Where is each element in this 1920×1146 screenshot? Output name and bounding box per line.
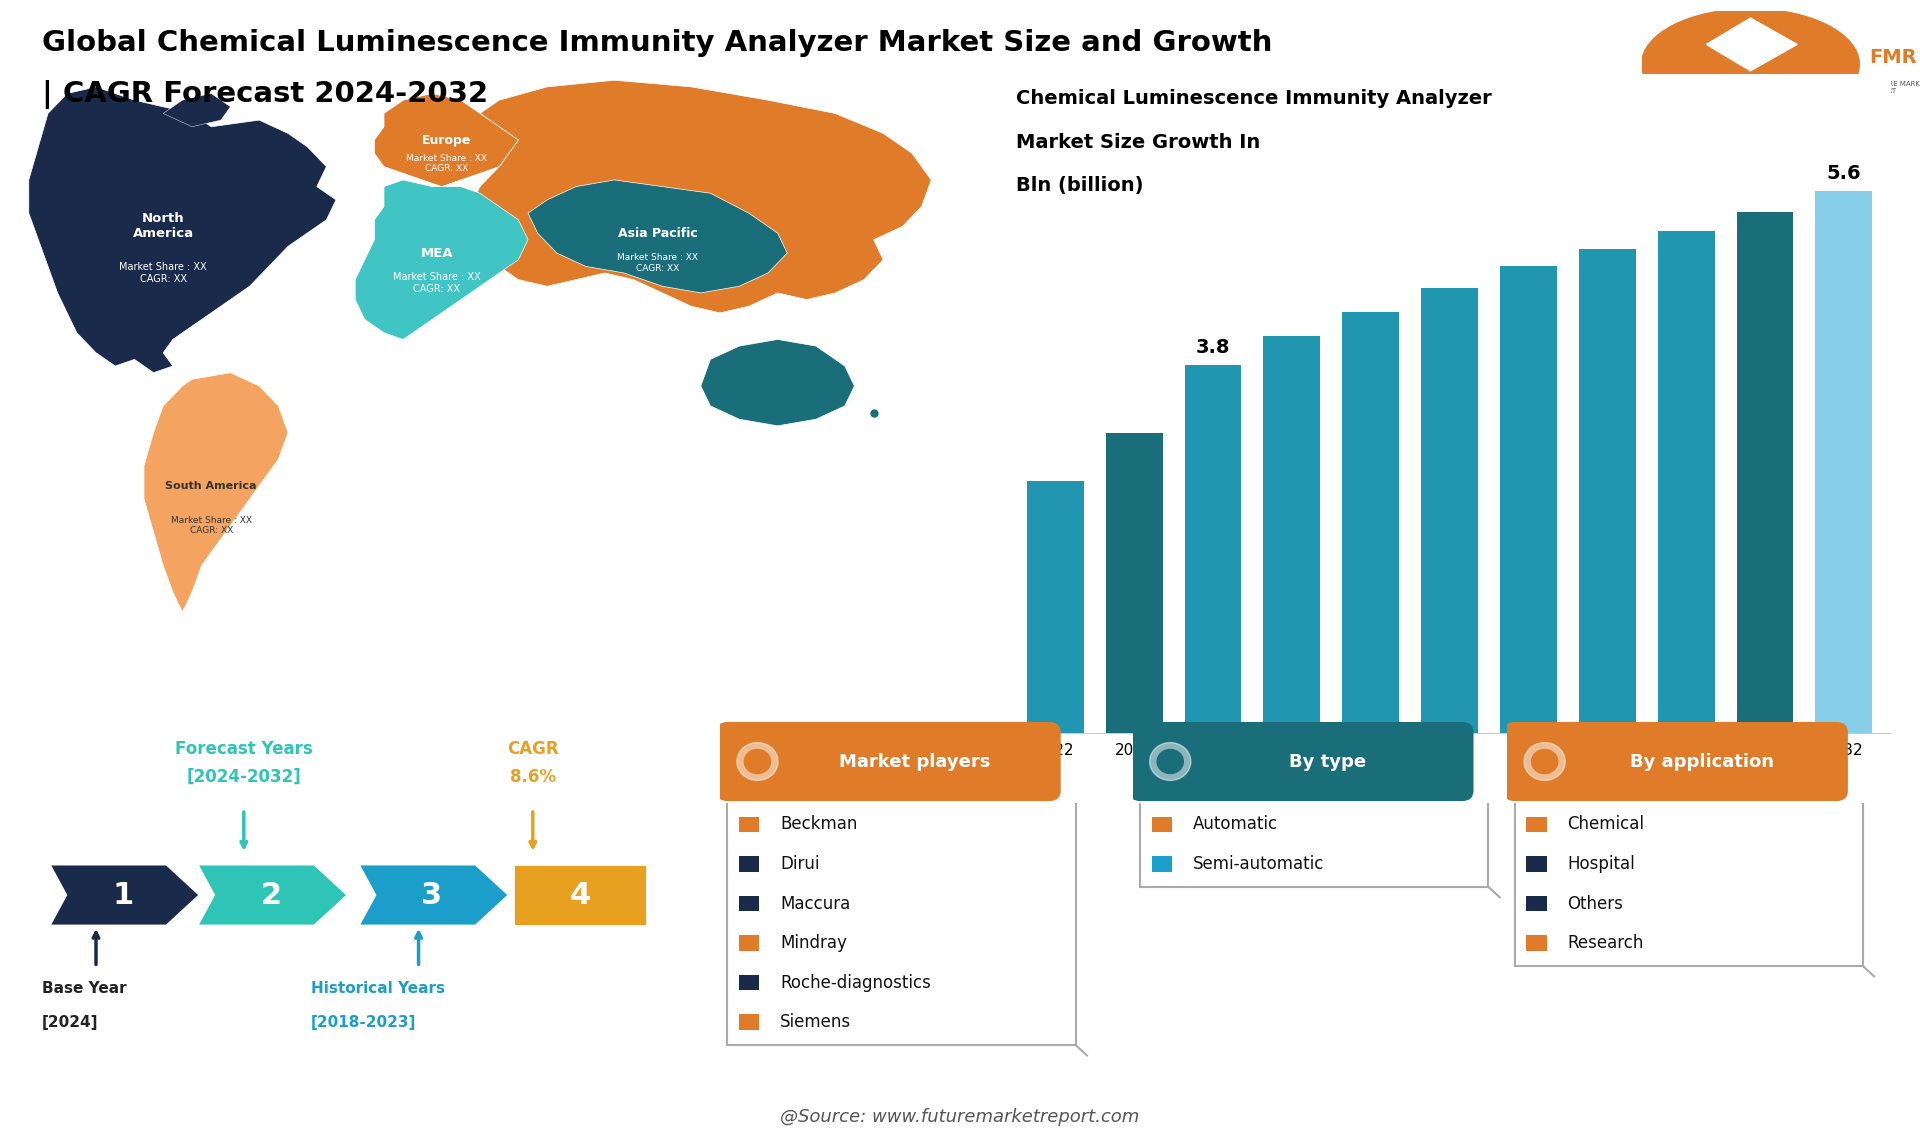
Polygon shape xyxy=(701,339,854,426)
Text: 8.6%: 8.6% xyxy=(511,768,555,786)
Text: Semi-automatic: Semi-automatic xyxy=(1192,855,1325,873)
Bar xyxy=(1526,896,1546,911)
Bar xyxy=(739,896,758,911)
Circle shape xyxy=(745,749,770,774)
Bar xyxy=(1185,366,1242,733)
Circle shape xyxy=(1150,743,1190,780)
Bar xyxy=(1657,231,1715,733)
Text: Bln (billion): Bln (billion) xyxy=(1016,176,1144,195)
Polygon shape xyxy=(29,87,336,372)
Polygon shape xyxy=(48,864,200,926)
Text: [2024-2032]: [2024-2032] xyxy=(186,768,301,786)
Bar xyxy=(1526,816,1546,832)
Bar xyxy=(1152,856,1171,871)
Text: Forecast Years: Forecast Years xyxy=(175,740,313,759)
Text: By type: By type xyxy=(1288,753,1365,770)
Text: Chemical: Chemical xyxy=(1567,816,1644,833)
Text: [2018-2023]: [2018-2023] xyxy=(311,1015,417,1030)
Text: Dirui: Dirui xyxy=(780,855,820,873)
Text: South America: South America xyxy=(165,480,257,490)
Bar xyxy=(1263,336,1321,733)
Text: Chemical Luminescence Immunity Analyzer: Chemical Luminescence Immunity Analyzer xyxy=(1016,89,1492,108)
Text: Automatic: Automatic xyxy=(1192,816,1279,833)
Text: Base Year: Base Year xyxy=(42,981,127,996)
Text: 1: 1 xyxy=(111,880,134,910)
Text: @Source: www.futuremarketreport.com: @Source: www.futuremarketreport.com xyxy=(780,1108,1140,1127)
Text: Global Chemical Luminescence Immunity Analyzer Market Size and Growth: Global Chemical Luminescence Immunity An… xyxy=(42,29,1273,56)
Text: [2024]: [2024] xyxy=(42,1015,98,1030)
Text: Market Share : XX
CAGR: XX: Market Share : XX CAGR: XX xyxy=(405,154,488,173)
Text: Market Share : XX
CAGR: XX: Market Share : XX CAGR: XX xyxy=(394,272,480,293)
Bar xyxy=(1027,481,1083,733)
Circle shape xyxy=(1158,749,1183,774)
Bar xyxy=(739,816,758,832)
Bar xyxy=(739,935,758,951)
Polygon shape xyxy=(355,180,528,339)
Text: Market players: Market players xyxy=(839,753,991,770)
Text: North
America: North America xyxy=(132,212,194,241)
Text: CAGR: CAGR xyxy=(507,740,559,759)
Text: Market Share : XX
CAGR: XX: Market Share : XX CAGR: XX xyxy=(119,262,207,284)
Polygon shape xyxy=(144,372,288,612)
Text: Market Share : XX
CAGR: XX: Market Share : XX CAGR: XX xyxy=(616,253,699,273)
Polygon shape xyxy=(528,180,787,293)
Text: FMR: FMR xyxy=(1728,79,1772,97)
Text: 5.6: 5.6 xyxy=(1826,164,1860,183)
Bar xyxy=(1816,190,1872,733)
Text: 4: 4 xyxy=(568,880,591,910)
Polygon shape xyxy=(1707,18,1797,71)
Text: Asia Pacific: Asia Pacific xyxy=(618,227,697,240)
Text: Siemens: Siemens xyxy=(780,1013,851,1031)
Bar xyxy=(1152,816,1171,832)
FancyBboxPatch shape xyxy=(716,722,1060,801)
Bar xyxy=(1342,312,1400,733)
Bar xyxy=(1526,856,1546,871)
Bar xyxy=(1738,212,1793,733)
Text: Mindray: Mindray xyxy=(780,934,847,952)
Text: | CAGR Forecast 2024-2032: | CAGR Forecast 2024-2032 xyxy=(42,80,488,109)
Polygon shape xyxy=(163,94,230,127)
Text: Others: Others xyxy=(1567,895,1622,912)
Text: Hospital: Hospital xyxy=(1567,855,1634,873)
Text: MEA: MEA xyxy=(420,246,453,259)
Text: Roche-diagnostics: Roche-diagnostics xyxy=(780,974,931,991)
Circle shape xyxy=(737,743,778,780)
Bar xyxy=(1421,288,1478,733)
Bar xyxy=(739,1014,758,1029)
Circle shape xyxy=(1642,9,1859,119)
Text: Maccura: Maccura xyxy=(780,895,851,912)
Bar xyxy=(1578,249,1636,733)
Polygon shape xyxy=(359,864,509,926)
Circle shape xyxy=(1524,743,1565,780)
Polygon shape xyxy=(470,80,931,313)
Text: FMR: FMR xyxy=(1870,48,1918,68)
Polygon shape xyxy=(513,864,647,926)
Polygon shape xyxy=(374,94,518,187)
Text: By application: By application xyxy=(1630,753,1774,770)
Text: Research: Research xyxy=(1567,934,1644,952)
FancyBboxPatch shape xyxy=(1503,722,1847,801)
Bar xyxy=(1500,266,1557,733)
Text: Beckman: Beckman xyxy=(780,816,856,833)
Text: Historical Years: Historical Years xyxy=(311,981,445,996)
FancyBboxPatch shape xyxy=(1129,722,1473,801)
Polygon shape xyxy=(198,864,348,926)
Text: 2: 2 xyxy=(259,880,282,910)
Text: Market Size Growth In: Market Size Growth In xyxy=(1016,133,1260,151)
Bar xyxy=(1526,935,1546,951)
Text: 3.8: 3.8 xyxy=(1196,338,1231,358)
Bar xyxy=(739,974,758,990)
Text: Europe: Europe xyxy=(422,134,470,147)
Bar xyxy=(739,856,758,871)
Bar xyxy=(1106,433,1164,733)
Text: FUTURE MARKET
REPORT: FUTURE MARKET REPORT xyxy=(1870,81,1920,94)
Text: Market Share : XX
CAGR: XX: Market Share : XX CAGR: XX xyxy=(171,516,252,535)
Circle shape xyxy=(1532,749,1557,774)
Text: 3: 3 xyxy=(420,880,444,910)
